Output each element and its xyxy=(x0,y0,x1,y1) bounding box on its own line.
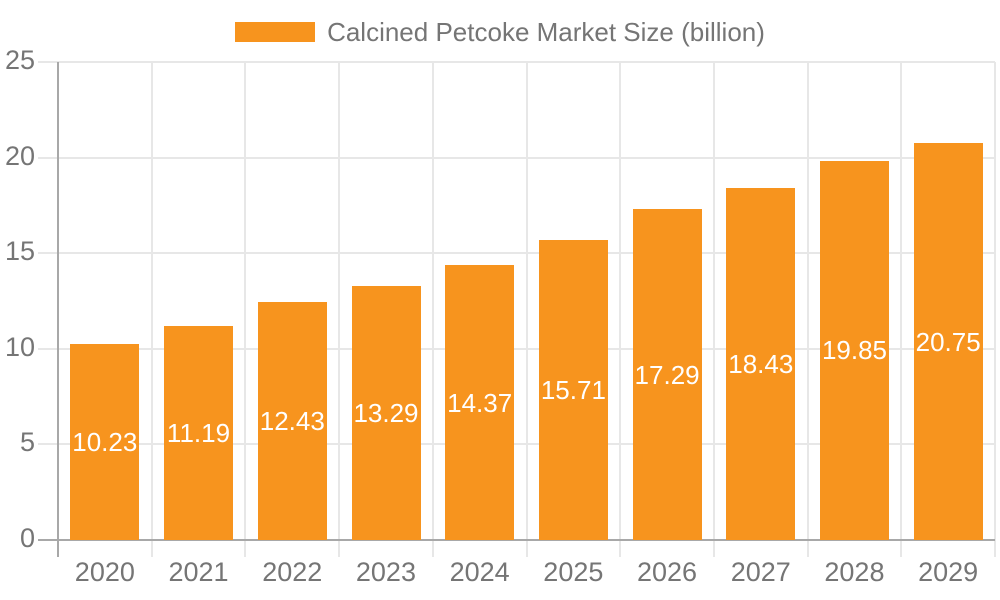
bar-value-label: 13.29 xyxy=(353,397,419,428)
bar[interactable]: 13.29 xyxy=(351,285,421,540)
y-tick-label: 25 xyxy=(4,45,35,75)
v-gridline xyxy=(431,62,434,557)
v-gridline xyxy=(244,62,247,557)
bar[interactable]: 10.23 xyxy=(70,344,140,540)
bar[interactable]: 12.43 xyxy=(257,302,327,540)
bar[interactable]: 11.19 xyxy=(164,326,233,540)
x-tick-label: 2028 xyxy=(824,557,885,587)
x-tick-label: 2021 xyxy=(168,557,229,587)
v-gridline xyxy=(900,62,903,557)
bar-value-label: 18.43 xyxy=(728,348,794,379)
h-gridline xyxy=(38,347,995,350)
bar-value-label: 19.85 xyxy=(821,335,888,366)
y-tick-label: 15 xyxy=(4,236,35,267)
bar-value-label: 14.37 xyxy=(447,387,513,418)
x-axis-line xyxy=(38,539,995,541)
v-gridline xyxy=(525,62,528,557)
y-tick-label: 0 xyxy=(19,523,35,553)
h-gridline xyxy=(38,61,995,63)
x-tick-label: 2027 xyxy=(730,557,791,587)
v-gridline xyxy=(806,62,809,557)
bar-value-label: 10.23 xyxy=(72,427,138,458)
bar[interactable]: 18.43 xyxy=(726,187,796,540)
legend-swatch xyxy=(235,22,316,42)
bar-value-label: 15.71 xyxy=(540,374,606,405)
y-tick-label: 10 xyxy=(4,331,35,362)
v-gridline xyxy=(712,62,715,557)
legend[interactable]: Calcined Petcoke Market Size (billion) xyxy=(0,12,1000,52)
bar-value-label: 11.19 xyxy=(166,418,231,448)
x-tick-label: 2023 xyxy=(355,557,416,587)
v-gridline xyxy=(338,62,341,557)
y-axis-line xyxy=(57,62,59,557)
bar[interactable]: 14.37 xyxy=(445,265,515,540)
y-tick-label: 5 xyxy=(19,427,35,458)
v-gridline xyxy=(150,62,153,557)
bar-value-label: 12.43 xyxy=(259,406,325,437)
x-tick-label: 2024 xyxy=(449,557,510,587)
bar[interactable]: 15.71 xyxy=(538,239,608,540)
h-gridline xyxy=(38,443,995,446)
h-gridline xyxy=(38,156,995,159)
bar-value-label: 20.75 xyxy=(915,326,981,357)
bar-value-label: 17.29 xyxy=(634,359,700,390)
h-gridline xyxy=(38,252,995,255)
bar[interactable]: 19.85 xyxy=(820,160,889,540)
v-gridline xyxy=(994,62,996,557)
x-tick-label: 2022 xyxy=(262,557,323,587)
y-tick-label: 20 xyxy=(4,140,35,171)
x-tick-label: 2025 xyxy=(543,557,604,587)
x-tick-label: 2029 xyxy=(918,557,979,587)
x-tick-label: 2020 xyxy=(74,557,135,587)
v-gridline xyxy=(619,62,622,557)
bar[interactable]: 20.75 xyxy=(913,143,983,540)
bar[interactable]: 17.29 xyxy=(632,209,702,540)
x-tick-label: 2026 xyxy=(636,557,698,587)
legend-label: Calcined Petcoke Market Size (billion) xyxy=(327,17,765,47)
